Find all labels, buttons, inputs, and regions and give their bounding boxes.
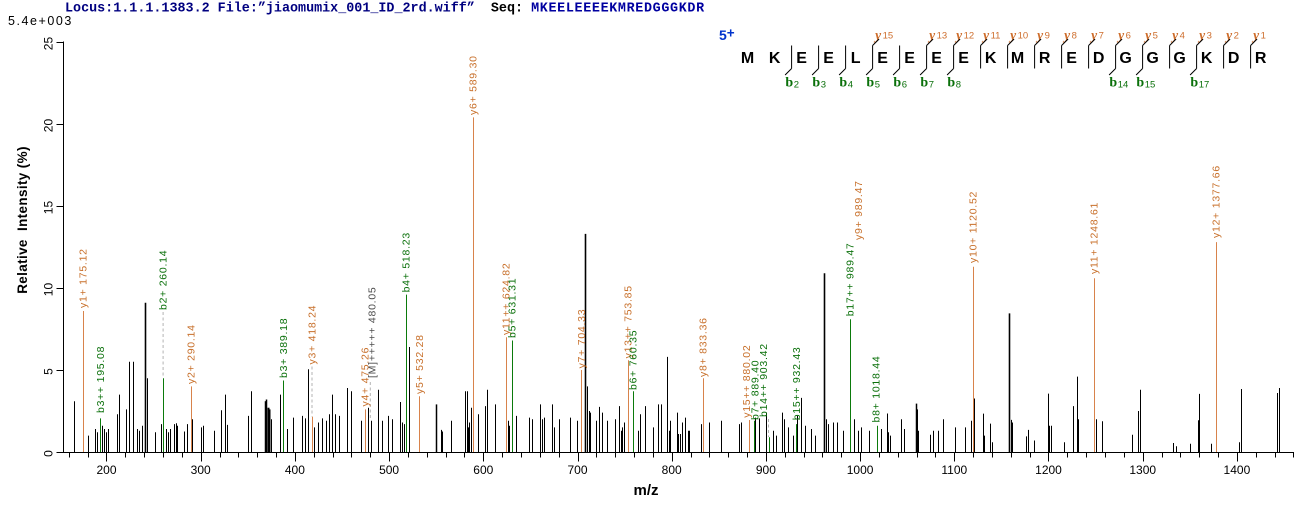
svg-text:y15++ 880.02: y15++ 880.02 <box>741 345 753 418</box>
svg-text:y8+ 833.36: y8+ 833.36 <box>698 317 710 377</box>
svg-text:b6: b6 <box>893 76 907 91</box>
svg-text:b5: b5 <box>866 76 880 91</box>
svg-text:y11+ 1248.61: y11+ 1248.61 <box>1089 202 1101 274</box>
svg-text:y6: y6 <box>1116 28 1131 43</box>
svg-text:b3++ 195.08: b3++ 195.08 <box>95 346 107 413</box>
svg-text:y12+ 1377.66: y12+ 1377.66 <box>1210 165 1222 238</box>
svg-text:b5+ 631.31: b5+ 631.31 <box>507 278 519 338</box>
svg-text:b2+ 260.14: b2+ 260.14 <box>157 250 169 310</box>
svg-text:b17++ 989.47: b17++ 989.47 <box>844 242 856 316</box>
svg-text:1400: 1400 <box>1224 463 1251 477</box>
svg-text:D: D <box>1093 50 1105 67</box>
svg-text:y3+ 418.24: y3+ 418.24 <box>306 305 318 365</box>
svg-text:b14: b14 <box>1109 76 1128 91</box>
svg-text:15: 15 <box>42 201 56 215</box>
svg-text:K: K <box>985 50 997 67</box>
svg-text:y11: y 11 <box>981 28 1000 43</box>
svg-text:M: M <box>1011 50 1024 67</box>
svg-text:y1: y1 <box>1251 28 1266 43</box>
svg-text:D: D <box>1228 50 1240 67</box>
svg-text:y12: y 12 <box>954 28 974 43</box>
svg-text:K: K <box>1201 50 1213 67</box>
svg-text:y9: y9 <box>1035 28 1050 43</box>
svg-text:y4+ 475.26: y4+ 475.26 <box>360 347 372 407</box>
svg-text:y9+ 989.47: y9+ 989.47 <box>853 180 865 240</box>
svg-text:y10: y 10 <box>1008 28 1028 43</box>
svg-text:y4: y4 <box>1170 28 1185 43</box>
svg-text:25: 25 <box>42 37 56 51</box>
svg-text:E: E <box>1066 50 1077 67</box>
svg-text:E: E <box>877 50 888 67</box>
svg-text:y15: y 15 <box>873 28 893 43</box>
svg-text:20: 20 <box>42 119 56 133</box>
svg-text:1100: 1100 <box>941 463 967 477</box>
svg-text:b3+ 389.18: b3+ 389.18 <box>278 318 290 378</box>
svg-text:b6+ 760.35: b6+ 760.35 <box>628 330 640 390</box>
svg-text:b7: b7 <box>920 76 934 91</box>
svg-text:R: R <box>1255 50 1267 67</box>
svg-text:b2: b2 <box>785 76 799 91</box>
svg-text:E: E <box>796 50 807 67</box>
svg-text:300: 300 <box>191 463 211 477</box>
svg-text:G: G <box>1146 50 1158 67</box>
svg-text:700: 700 <box>567 463 587 477</box>
svg-text:y3: y3 <box>1197 28 1212 43</box>
svg-text:y13++ 753.85: y13++ 753.85 <box>622 285 634 358</box>
svg-text:G: G <box>1119 50 1131 67</box>
svg-text:500: 500 <box>379 463 399 477</box>
svg-text:b3: b3 <box>812 76 826 91</box>
svg-text:y11++ 624.82: y11++ 624.82 <box>500 263 512 335</box>
svg-text:600: 600 <box>473 463 493 477</box>
svg-text:b14++ 903.42: b14++ 903.42 <box>758 343 770 417</box>
svg-text:y5+ 532.28: y5+ 532.28 <box>414 334 426 394</box>
svg-text:b15: b15 <box>1136 76 1155 91</box>
svg-text:E: E <box>904 50 915 67</box>
svg-text:0: 0 <box>42 450 56 457</box>
svg-text:5: 5 <box>42 368 56 375</box>
svg-text:y2+ 290.14: y2+ 290.14 <box>186 324 198 384</box>
svg-text:400: 400 <box>285 463 305 477</box>
svg-text:[M]+++++ 480.05: [M]+++++ 480.05 <box>366 286 378 378</box>
svg-text:Locus:1.1.1.1383.2 File:”jiaom: Locus:1.1.1.1383.2 File:”jiaomumix_001_I… <box>65 2 705 17</box>
svg-text:M: M <box>741 50 754 67</box>
svg-text:y10+ 1120.52: y10+ 1120.52 <box>967 191 979 263</box>
svg-text:E: E <box>931 50 942 67</box>
svg-text:800: 800 <box>662 463 682 477</box>
svg-text:5.4e+003: 5.4e+003 <box>8 14 73 28</box>
svg-text:G: G <box>1173 50 1185 67</box>
svg-text:b4+ 518.23: b4+ 518.23 <box>401 232 413 292</box>
svg-text:y7+ 704.33: y7+ 704.33 <box>576 309 588 369</box>
svg-text:200: 200 <box>96 463 116 477</box>
svg-text:10: 10 <box>42 283 56 297</box>
svg-text:b15++ 932.43: b15++ 932.43 <box>791 346 803 420</box>
svg-text:b7+ 889.40: b7+ 889.40 <box>749 360 761 420</box>
svg-text:900: 900 <box>756 463 776 477</box>
svg-text:Relative Intensity (%): Relative Intensity (%) <box>15 146 30 294</box>
svg-text:E: E <box>958 50 969 67</box>
svg-text:y6+ 589.30: y6+ 589.30 <box>468 55 480 115</box>
svg-text:E: E <box>823 50 834 67</box>
svg-text:1300: 1300 <box>1129 463 1156 477</box>
svg-text:b4: b4 <box>839 76 853 91</box>
svg-text:L: L <box>851 50 861 67</box>
svg-text:b8+ 1018.44: b8+ 1018.44 <box>870 356 882 423</box>
svg-text:1000: 1000 <box>847 463 874 477</box>
svg-text:y8: y8 <box>1062 28 1077 43</box>
svg-text:5+: 5+ <box>719 26 735 44</box>
svg-text:y1+ 175.12: y1+ 175.12 <box>77 248 89 308</box>
svg-text:K: K <box>769 50 781 67</box>
svg-text:m/z: m/z <box>633 482 658 499</box>
svg-text:y5: y5 <box>1143 28 1158 43</box>
svg-text:y7: y7 <box>1089 28 1104 43</box>
svg-text:b8: b8 <box>947 76 961 91</box>
svg-text:y13: y 13 <box>927 28 947 43</box>
svg-text:b17: b17 <box>1190 76 1209 91</box>
svg-text:y2: y2 <box>1224 28 1239 43</box>
svg-text:1200: 1200 <box>1035 463 1062 477</box>
svg-text:R: R <box>1039 50 1051 67</box>
